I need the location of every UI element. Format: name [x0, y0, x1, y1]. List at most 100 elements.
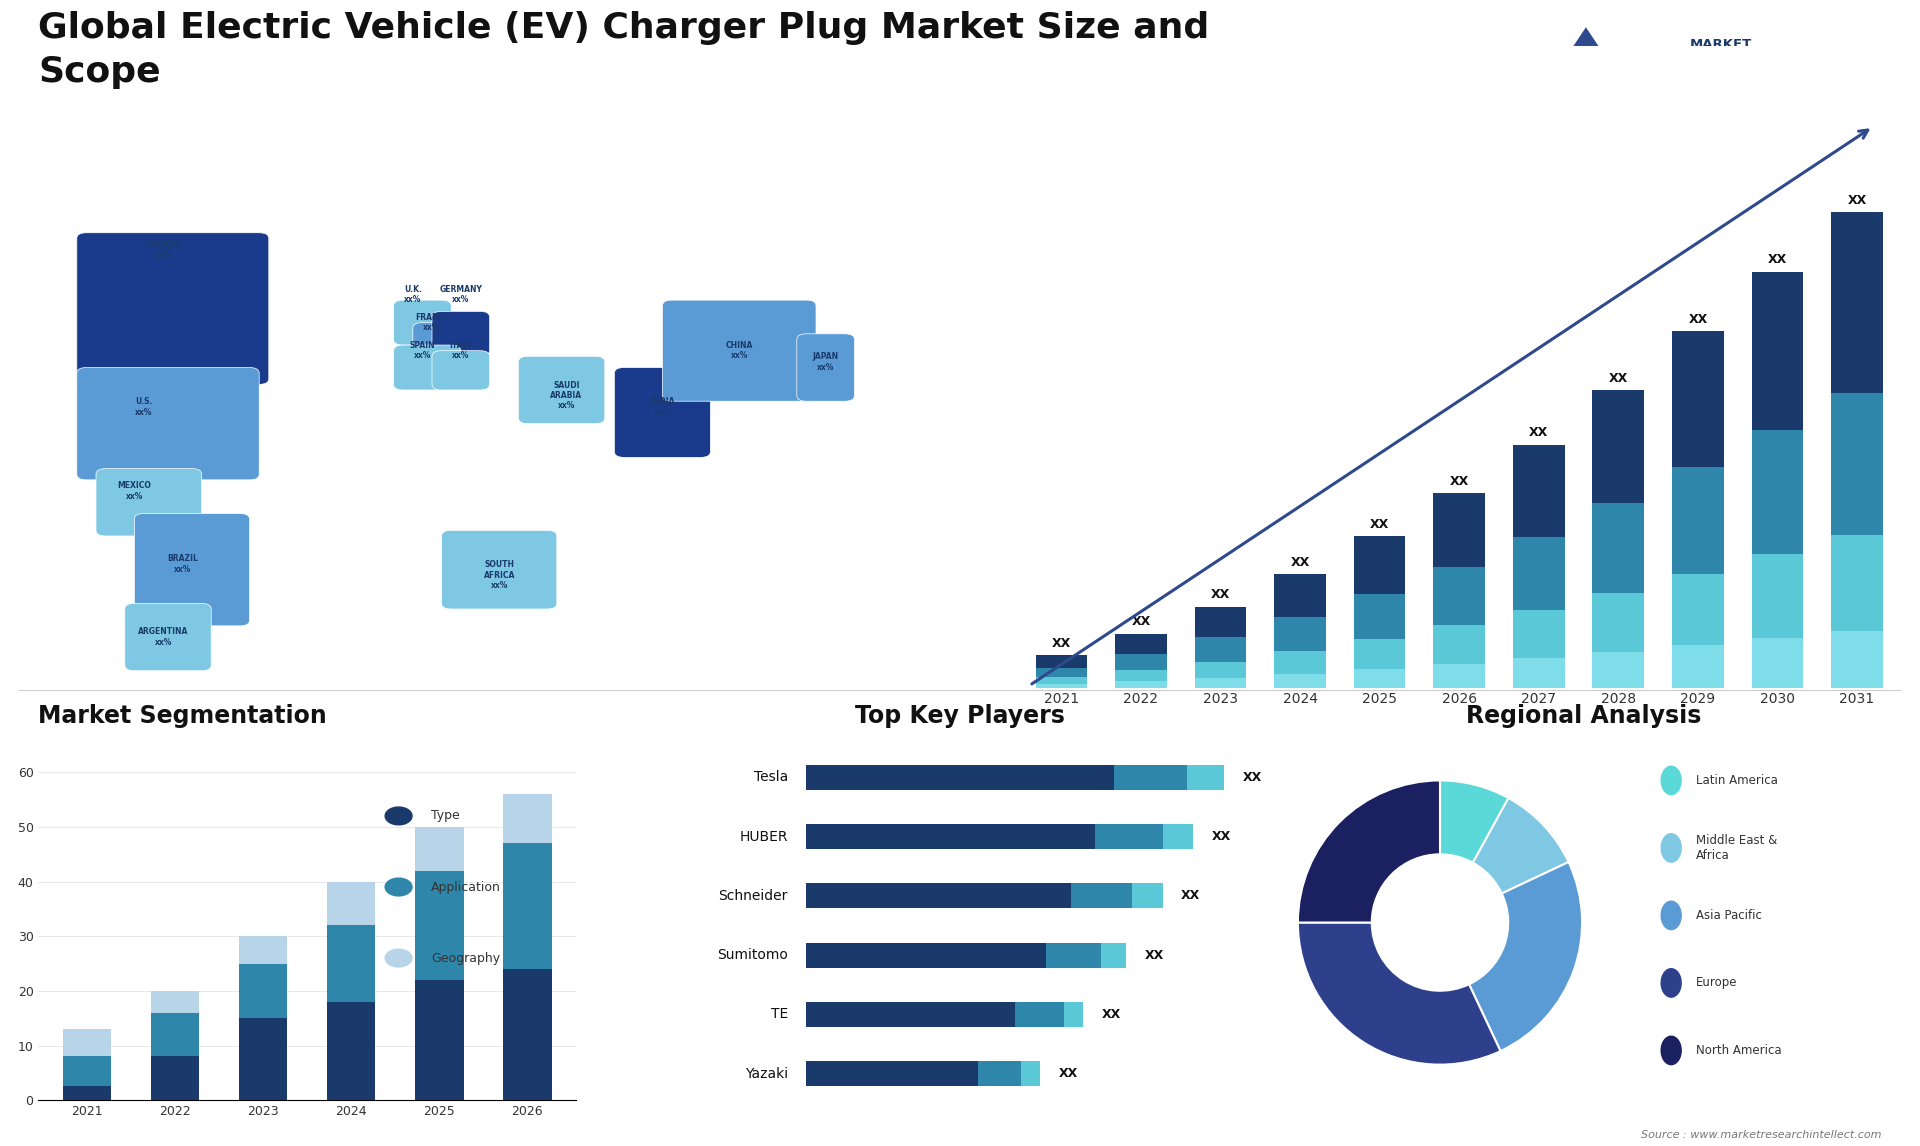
Text: BRAZIL
xx%: BRAZIL xx% [167, 555, 198, 574]
FancyBboxPatch shape [797, 333, 854, 401]
Text: Sumitomo: Sumitomo [716, 948, 787, 963]
Bar [326, 925, 376, 1002]
FancyBboxPatch shape [518, 356, 605, 424]
Bar [503, 794, 551, 843]
FancyBboxPatch shape [979, 1061, 1021, 1086]
Text: MARKET: MARKET [1690, 38, 1751, 50]
Bar [238, 936, 288, 964]
Text: INDIA
xx%: INDIA xx% [651, 398, 674, 416]
FancyBboxPatch shape [806, 884, 1071, 909]
Wedge shape [1298, 923, 1501, 1065]
FancyBboxPatch shape [1094, 824, 1164, 849]
Text: Asia Pacific: Asia Pacific [1695, 909, 1763, 921]
Text: GERMANY
xx%: GERMANY xx% [440, 285, 482, 304]
Bar [503, 970, 551, 1100]
Bar [1832, 630, 1884, 688]
Bar [1275, 574, 1327, 618]
Bar [503, 843, 551, 970]
Text: North America: North America [1695, 1044, 1782, 1057]
Polygon shape [1513, 28, 1659, 136]
Text: Middle East &
Africa: Middle East & Africa [1695, 834, 1778, 862]
Text: XX: XX [1102, 1007, 1121, 1021]
Text: Europe: Europe [1695, 976, 1738, 989]
FancyBboxPatch shape [1064, 1002, 1083, 1027]
Bar [1116, 634, 1167, 654]
Bar [415, 871, 463, 980]
Bar [1116, 681, 1167, 688]
Bar [1116, 654, 1167, 670]
Bar [1035, 667, 1087, 677]
FancyBboxPatch shape [77, 368, 259, 480]
Text: Regional Analysis: Regional Analysis [1467, 705, 1701, 728]
Text: Yazaki: Yazaki [745, 1067, 787, 1081]
FancyBboxPatch shape [1046, 943, 1102, 967]
Bar [1275, 618, 1327, 651]
Text: XX: XX [1688, 313, 1707, 325]
FancyBboxPatch shape [77, 233, 269, 384]
FancyBboxPatch shape [134, 513, 250, 626]
Bar [1513, 610, 1565, 659]
Text: Top Key Players: Top Key Players [854, 705, 1066, 728]
Bar [1751, 430, 1803, 555]
Bar [1832, 212, 1884, 393]
FancyBboxPatch shape [432, 312, 490, 356]
Bar [1513, 445, 1565, 536]
Text: XX: XX [1768, 253, 1788, 266]
Circle shape [1661, 767, 1682, 794]
Bar [1434, 665, 1484, 688]
Text: XX: XX [1144, 949, 1164, 961]
Text: FRANCE
xx%: FRANCE xx% [415, 313, 449, 332]
Text: Type: Type [430, 809, 459, 823]
Bar [1592, 503, 1644, 592]
Bar [326, 1002, 376, 1100]
Bar [1434, 626, 1484, 665]
FancyBboxPatch shape [442, 531, 557, 609]
Bar [1354, 669, 1405, 688]
FancyBboxPatch shape [614, 368, 710, 457]
Circle shape [1661, 901, 1682, 929]
Bar [152, 1057, 200, 1100]
Wedge shape [1440, 780, 1509, 863]
Bar [238, 964, 288, 1018]
Bar [326, 881, 376, 925]
Text: XX: XX [1058, 1067, 1077, 1080]
Text: Global Electric Vehicle (EV) Charger Plug Market Size and
Scope: Global Electric Vehicle (EV) Charger Plu… [38, 11, 1210, 89]
Text: XX: XX [1371, 518, 1390, 531]
FancyBboxPatch shape [96, 469, 202, 536]
Text: INTELLECT: INTELLECT [1690, 104, 1768, 117]
Text: U.K.
xx%: U.K. xx% [403, 285, 422, 304]
Text: XX: XX [1609, 372, 1628, 385]
FancyBboxPatch shape [806, 1061, 979, 1086]
FancyBboxPatch shape [1102, 943, 1125, 967]
Circle shape [386, 878, 413, 896]
Text: SPAIN
xx%: SPAIN xx% [409, 342, 436, 360]
Text: TE: TE [770, 1007, 787, 1021]
Text: Market Segmentation: Market Segmentation [38, 705, 326, 728]
Text: SAUDI
ARABIA
xx%: SAUDI ARABIA xx% [551, 380, 582, 410]
Text: Tesla: Tesla [755, 770, 787, 785]
Bar [152, 991, 200, 1013]
Text: XX: XX [1052, 637, 1071, 650]
Text: XX: XX [1131, 615, 1150, 628]
FancyBboxPatch shape [413, 323, 480, 368]
Bar [1194, 678, 1246, 688]
Bar [1035, 684, 1087, 688]
FancyBboxPatch shape [1016, 1002, 1064, 1027]
FancyBboxPatch shape [1021, 1061, 1041, 1086]
Bar [1672, 331, 1724, 466]
FancyBboxPatch shape [1071, 884, 1133, 909]
Text: XX: XX [1290, 556, 1309, 568]
Bar [63, 1057, 111, 1086]
Bar [1035, 656, 1087, 667]
Bar [1513, 659, 1565, 688]
Bar [238, 1018, 288, 1100]
Text: U.S.
xx%: U.S. xx% [134, 398, 154, 416]
Text: CHINA
xx%: CHINA xx% [726, 342, 753, 360]
Bar [63, 1029, 111, 1057]
Bar [1275, 651, 1327, 674]
Bar [1354, 639, 1405, 669]
Text: XX: XX [1528, 426, 1548, 439]
Bar [1194, 637, 1246, 661]
Bar [1275, 674, 1327, 688]
Bar [415, 980, 463, 1100]
